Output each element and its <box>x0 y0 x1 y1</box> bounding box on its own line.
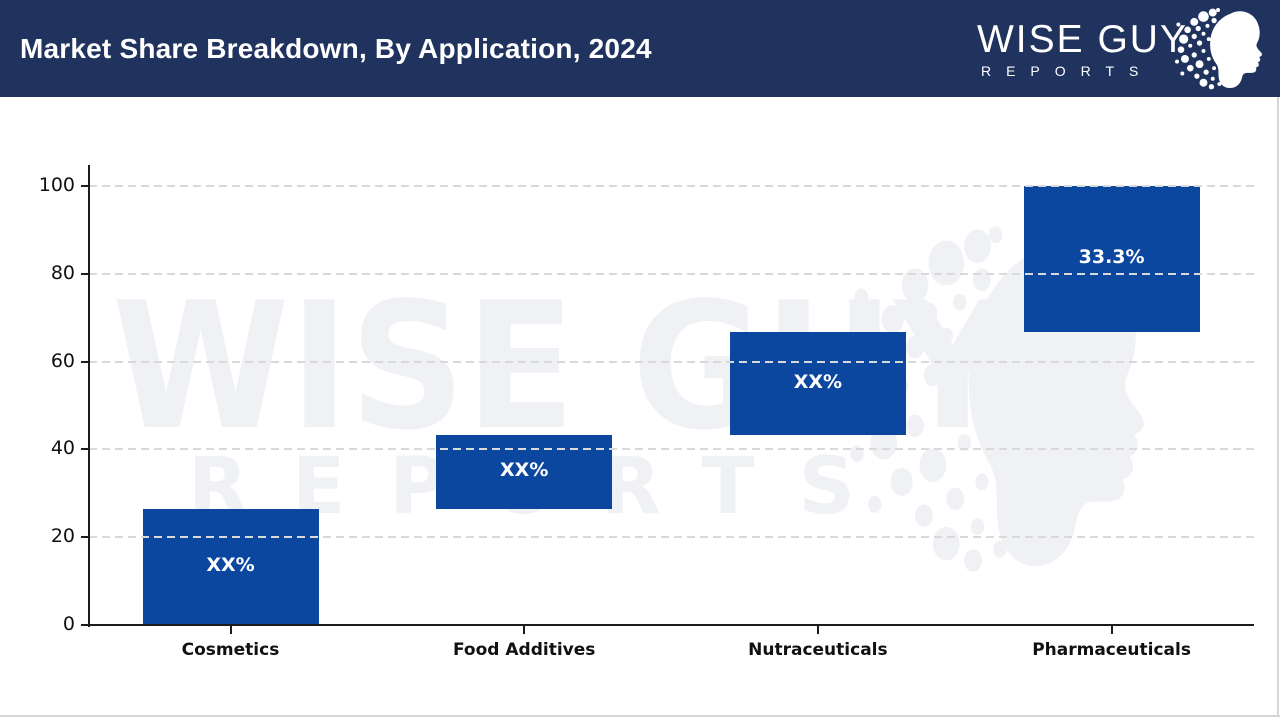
x-axis-line <box>89 624 1254 626</box>
bar-nutraceuticals <box>729 332 906 436</box>
x-tick-mark <box>523 626 526 634</box>
gridline-60 <box>89 360 1254 363</box>
y-tick-mark <box>81 360 89 363</box>
gridline-100 <box>89 185 1254 187</box>
page-title: Market Share Breakdown, By Application, … <box>20 32 652 64</box>
y-tick-mark <box>81 272 89 275</box>
x-axis-category-label: Pharmaceuticals <box>1032 640 1191 660</box>
page-right-divider <box>1277 97 1279 717</box>
logo-wordmark: WISE GUY <box>976 18 1188 61</box>
x-tick-mark <box>229 626 232 634</box>
bar-value-label: XX% <box>500 459 549 482</box>
brand-logo: WISE GUY REPORTS <box>977 7 1274 91</box>
bar-value-label: 33.3% <box>1078 246 1145 269</box>
y-tick-label: 80 <box>50 261 75 284</box>
y-tick-mark <box>81 624 89 626</box>
gridline-80 <box>89 272 1254 275</box>
y-tick-label: 0 <box>62 613 75 635</box>
header: Market Share Breakdown, By Application, … <box>0 0 1280 97</box>
page-bottom-divider <box>0 715 1280 717</box>
x-tick-mark <box>1110 626 1113 634</box>
logo-text: WISE GUY REPORTS <box>976 18 1188 80</box>
x-axis-category-label: Cosmetics <box>181 640 280 660</box>
y-axis-line <box>88 165 90 627</box>
y-tick-mark <box>81 536 89 539</box>
y-tick-label: 40 <box>50 437 75 460</box>
logo-subtitle: REPORTS <box>980 63 1154 79</box>
bar-pharmaceuticals <box>1023 186 1200 333</box>
y-tick-label: 20 <box>50 525 75 548</box>
gridline-20 <box>89 536 1254 539</box>
bar-food-additives <box>436 435 613 510</box>
y-tick-label: 60 <box>50 349 75 372</box>
bar-value-label: XX% <box>793 370 843 393</box>
x-axis-category-label: Food Additives <box>453 640 596 660</box>
x-axis-category-label: Nutraceuticals <box>748 640 888 660</box>
dotted-head-icon <box>1175 7 1263 90</box>
y-tick-mark <box>81 448 89 451</box>
bar-value-label: XX% <box>206 554 255 577</box>
gridline-40 <box>89 448 1254 451</box>
bar-cosmetics <box>142 509 319 625</box>
y-tick-label: 100 <box>38 174 75 196</box>
x-tick-mark <box>816 626 819 634</box>
y-tick-mark <box>81 185 89 187</box>
